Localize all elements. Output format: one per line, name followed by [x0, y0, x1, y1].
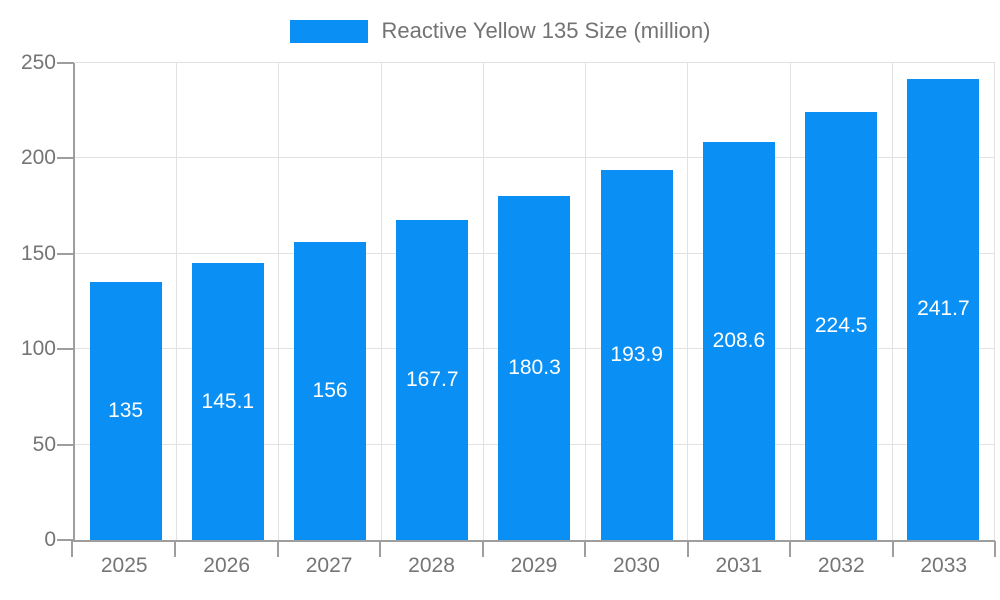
bar-value-label: 241.7 — [917, 297, 970, 321]
legend: Reactive Yellow 135 Size (million) — [0, 18, 1000, 44]
y-tick-mark — [57, 252, 74, 255]
x-tick-mark — [584, 541, 587, 557]
x-tick-label: 2025 — [100, 554, 148, 577]
bar-2032[interactable]: 224.5 — [805, 111, 878, 540]
bar-value-label: 208.6 — [712, 329, 766, 352]
x-tick-mark — [71, 541, 73, 557]
x-tick-label: 2028 — [408, 554, 455, 577]
x-tick-label: 2030 — [613, 554, 660, 577]
y-tick-label: 250 — [20, 51, 56, 74]
x-tick-label: 2026 — [203, 554, 251, 577]
category-cell: 193.9 — [586, 63, 689, 540]
bar-value-label: 156 — [312, 379, 348, 403]
category-cell: 241.7 — [893, 63, 995, 540]
plot-area: 135 145.1 156 167.7 180.3 193.9 208.6 224.5 241.… — [73, 62, 995, 542]
category-cell: 145.1 — [177, 63, 280, 540]
bar-value-label: 180.3 — [508, 356, 561, 379]
x-tick-label: 2032 — [817, 554, 865, 577]
bar-2026[interactable]: 145.1 — [191, 263, 264, 540]
y-tick-mark — [57, 348, 74, 351]
y-tick-mark — [57, 539, 74, 541]
bar-value-label: 145.1 — [201, 389, 255, 413]
x-tick-mark — [174, 541, 177, 557]
x-axis-labels: 2025 2026 2027 2028 2029 2030 2031 2032 2033 — [73, 554, 995, 578]
category-cell: 180.3 — [484, 63, 587, 540]
x-tick-mark — [789, 541, 792, 557]
legend-label[interactable]: Reactive Yellow 135 Size (million) — [381, 18, 711, 43]
x-tick-mark — [276, 541, 279, 557]
bar-value-label: 135 — [108, 399, 144, 423]
x-tick-label: 2031 — [715, 554, 763, 577]
category-cell: 135 — [75, 63, 178, 540]
category-cell: 156 — [279, 63, 382, 540]
y-tick-label: 200 — [20, 146, 56, 170]
bar-2033[interactable]: 241.7 — [907, 78, 980, 540]
y-tick-mark — [57, 443, 74, 446]
x-tick-mark — [891, 541, 894, 557]
bar-2029[interactable]: 180.3 — [498, 196, 571, 540]
category-cell: 224.5 — [791, 63, 893, 540]
legend-swatch[interactable] — [289, 19, 368, 43]
bar-2025[interactable]: 135 — [89, 282, 162, 540]
y-tick-label: 0 — [44, 528, 56, 551]
x-tick-mark — [481, 541, 484, 557]
x-tick-label: 2027 — [305, 554, 353, 577]
bar-2028[interactable]: 167.7 — [396, 220, 469, 540]
x-tick-mark — [686, 541, 689, 557]
y-tick-mark — [57, 157, 74, 160]
y-tick-label: 150 — [20, 241, 56, 265]
bar-series: 135 145.1 156 167.7 180.3 193.9 208.6 224.5 241.… — [75, 63, 995, 540]
x-tick-label: 2033 — [920, 554, 968, 577]
y-tick-label: 50 — [32, 432, 56, 456]
gridline-h — [75, 62, 995, 63]
x-tick-mark — [379, 541, 382, 557]
gridline-h — [75, 157, 995, 159]
y-tick-label: 100 — [20, 337, 56, 361]
bar-value-label: 193.9 — [610, 343, 663, 367]
category-cell: 208.6 — [688, 63, 791, 540]
y-tick-mark — [57, 62, 74, 64]
x-tick-label: 2029 — [510, 554, 558, 577]
bar-2031[interactable]: 208.6 — [702, 142, 775, 540]
x-tick-mark — [994, 541, 996, 557]
bar-value-label: 167.7 — [405, 368, 459, 392]
bar-2027[interactable]: 156 — [294, 242, 367, 540]
category-cell: 167.7 — [382, 63, 484, 540]
bar-value-label: 224.5 — [814, 313, 868, 337]
bar-2030[interactable]: 193.9 — [600, 170, 673, 540]
